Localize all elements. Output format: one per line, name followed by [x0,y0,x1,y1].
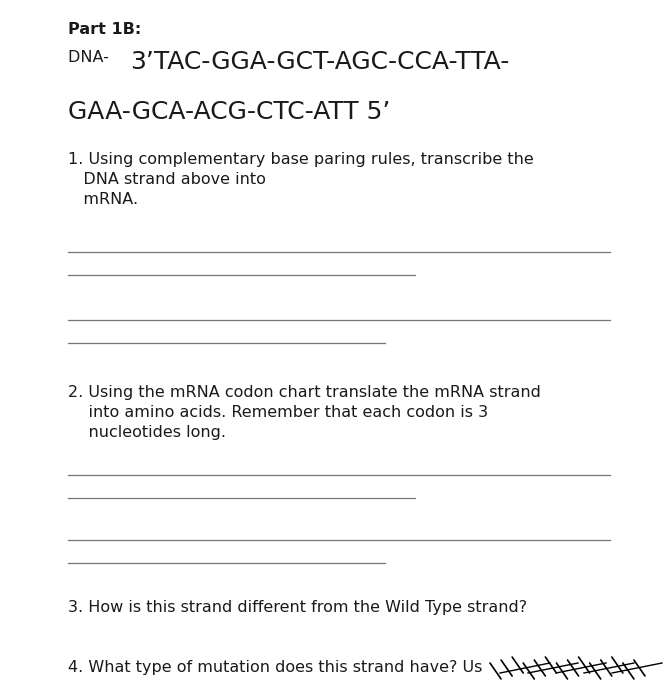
Text: Part 1B:: Part 1B: [68,22,141,37]
Text: mRNA.: mRNA. [68,192,138,207]
Text: GAA-GCA-ACG-CTC-ATT 5’: GAA-GCA-ACG-CTC-ATT 5’ [68,100,390,124]
Text: DNA strand above into: DNA strand above into [68,172,266,187]
Text: 4. What type of mutation does this strand have? Us: 4. What type of mutation does this stran… [68,660,482,675]
Text: DNA-: DNA- [68,50,124,65]
Text: 2. Using the mRNA codon chart translate the mRNA strand: 2. Using the mRNA codon chart translate … [68,385,541,400]
Text: 3’TAC-GGA-GCT-AGC-CCA-TTA-: 3’TAC-GGA-GCT-AGC-CCA-TTA- [130,50,510,74]
Text: 1. Using complementary base paring rules, transcribe the: 1. Using complementary base paring rules… [68,152,534,167]
Text: 3. How is this strand different from the Wild Type strand?: 3. How is this strand different from the… [68,600,527,615]
Text: nucleotides long.: nucleotides long. [68,425,226,440]
Text: into amino acids. Remember that each codon is 3: into amino acids. Remember that each cod… [68,405,488,420]
